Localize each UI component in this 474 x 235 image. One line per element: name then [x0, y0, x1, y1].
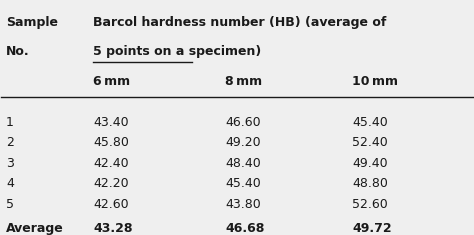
Text: 6 mm: 6 mm [93, 75, 130, 88]
Text: 43.40: 43.40 [93, 116, 129, 129]
Text: 45.80: 45.80 [93, 136, 129, 149]
Text: 42.60: 42.60 [93, 198, 129, 211]
Text: 49.20: 49.20 [225, 136, 261, 149]
Text: 48.80: 48.80 [353, 177, 388, 190]
Text: 49.40: 49.40 [353, 157, 388, 170]
Text: 5: 5 [6, 198, 14, 211]
Text: 4: 4 [6, 177, 14, 190]
Text: 45.40: 45.40 [225, 177, 261, 190]
Text: 2: 2 [6, 136, 14, 149]
Text: No.: No. [6, 45, 30, 58]
Text: Sample: Sample [6, 16, 58, 29]
Text: 43.80: 43.80 [225, 198, 261, 211]
Text: 49.72: 49.72 [353, 223, 392, 235]
Text: 5 points on a specimen): 5 points on a specimen) [93, 45, 262, 58]
Text: 45.40: 45.40 [353, 116, 388, 129]
Text: Average: Average [6, 223, 64, 235]
Text: 3: 3 [6, 157, 14, 170]
Text: 8 mm: 8 mm [225, 75, 262, 88]
Text: 48.40: 48.40 [225, 157, 261, 170]
Text: Barcol hardness number (HB) (average of: Barcol hardness number (HB) (average of [93, 16, 387, 29]
Text: 43.28: 43.28 [93, 223, 133, 235]
Text: 42.40: 42.40 [93, 157, 129, 170]
Text: 42.20: 42.20 [93, 177, 129, 190]
Text: 10 mm: 10 mm [353, 75, 399, 88]
Text: 1: 1 [6, 116, 14, 129]
Text: 46.60: 46.60 [225, 116, 261, 129]
Text: 52.60: 52.60 [353, 198, 388, 211]
Text: 52.40: 52.40 [353, 136, 388, 149]
Text: 46.68: 46.68 [225, 223, 264, 235]
